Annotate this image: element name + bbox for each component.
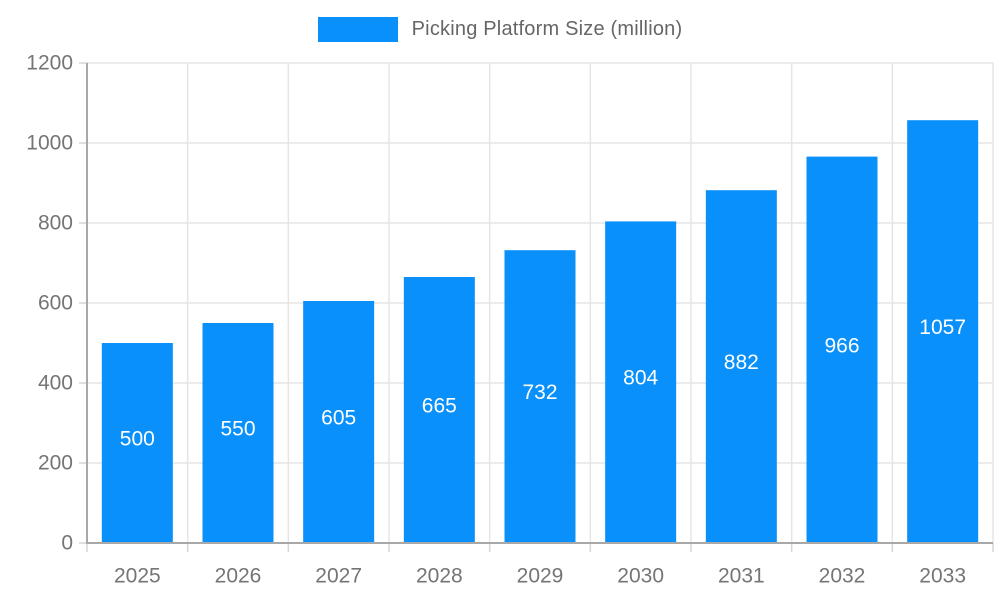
y-tick-label: 400 <box>38 372 73 395</box>
bar-value-label: 605 <box>321 407 356 430</box>
bar-value-label: 966 <box>824 334 859 357</box>
bar-value-label: 732 <box>522 381 557 404</box>
bar-2030[interactable] <box>605 221 677 543</box>
bar-2033[interactable] <box>907 120 979 543</box>
y-tick-label: 1000 <box>26 132 73 155</box>
x-tick-label: 2031 <box>718 565 765 588</box>
x-tick-label: 2033 <box>919 565 966 588</box>
bar-2026[interactable] <box>202 323 274 543</box>
bar-2031[interactable] <box>705 190 777 543</box>
x-tick-label: 2032 <box>819 565 866 588</box>
bar-value-label: 500 <box>120 428 155 451</box>
legend[interactable]: Picking Platform Size (million) <box>0 17 1000 42</box>
x-tick-label: 2028 <box>416 565 463 588</box>
x-tick-label: 2026 <box>215 565 262 588</box>
bar-2028[interactable] <box>403 277 475 543</box>
legend-label: Picking Platform Size (million) <box>411 18 683 40</box>
bar-value-label: 1057 <box>919 316 966 339</box>
x-tick-label: 2030 <box>617 565 664 588</box>
y-tick-label: 1200 <box>26 52 73 75</box>
bar-2032[interactable] <box>806 156 878 543</box>
bar-value-label: 550 <box>220 418 255 441</box>
bar-2027[interactable] <box>303 301 375 543</box>
legend-swatch <box>317 17 398 42</box>
bar-value-label: 665 <box>422 395 457 418</box>
bar-value-label: 804 <box>623 367 658 390</box>
x-tick-label: 2025 <box>114 565 161 588</box>
y-tick-label: 600 <box>38 292 73 315</box>
bar-2029[interactable] <box>504 250 576 543</box>
x-tick-label: 2027 <box>315 565 362 588</box>
y-tick-label: 0 <box>61 532 73 555</box>
y-tick-label: 800 <box>38 212 73 235</box>
y-tick-label: 200 <box>38 452 73 475</box>
x-tick-label: 2029 <box>517 565 564 588</box>
bar-2025[interactable] <box>101 343 173 543</box>
bar-value-label: 882 <box>724 351 759 374</box>
